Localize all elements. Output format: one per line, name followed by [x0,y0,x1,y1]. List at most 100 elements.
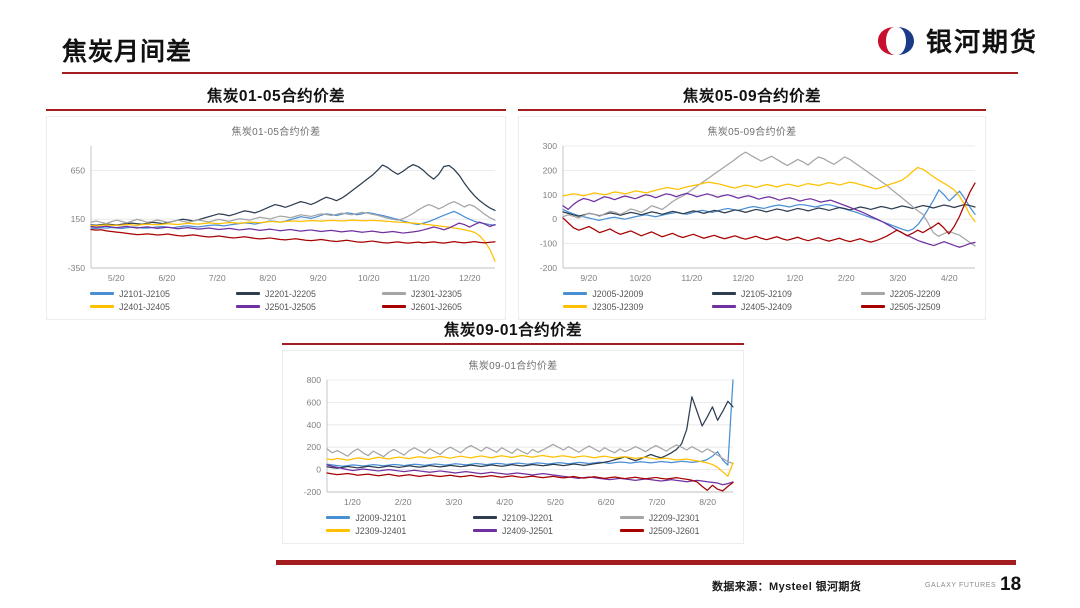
chart-panel: 焦炭09-01合约价差 -200 0 200 400 600 800 1/20 2/20 3/2… [282,349,744,544]
svg-text:9/20: 9/20 [580,273,597,283]
chart-block-coke-01-05: 焦炭01-05合约价差 焦炭01-05合约价差 -350 150 650 5/20 6/… [46,88,506,320]
legend-color-swatch [712,292,737,295]
svg-text:-200: -200 [304,487,321,497]
svg-text:4/20: 4/20 [941,273,958,283]
legend-item[interactable]: J2509-J2601 [586,526,733,536]
chart-legend: J2005-J2009 J2105-J2109 J2205-J2209 J2305-J… [519,288,985,319]
legend-color-swatch [619,529,644,532]
svg-text:150: 150 [71,214,86,224]
svg-text:-200: -200 [540,263,557,273]
svg-text:300: 300 [543,141,558,151]
svg-text:12/20: 12/20 [732,273,754,283]
legend-color-swatch [473,516,498,519]
legend-item[interactable]: J2005-J2009 [529,289,678,299]
legend-item[interactable]: J2305-J2309 [529,302,678,312]
legend-color-swatch [860,305,885,308]
svg-text:-350: -350 [68,263,85,273]
svg-text:200: 200 [543,165,558,175]
legend-item[interactable]: J2205-J2209 [826,289,975,299]
company-logo: 银河期货 [875,22,1038,59]
footer-divider [276,560,1016,565]
legend-item[interactable]: J2409-J2501 [440,526,587,536]
legend-label: J2401-J2405 [119,301,170,312]
line-chart-svg: -350 150 650 5/20 6/20 7/20 8/20 9/20 10/20 11/20… [68,145,496,283]
legend-color-swatch [236,292,261,295]
legend-item[interactable]: J2601-J2605 [349,302,495,312]
legend-label: J2209-J2301 [648,512,700,523]
chart-heading: 焦炭01-05合约价差 [206,88,346,105]
legend-item[interactable]: J2309-J2401 [293,526,440,536]
legend-item[interactable]: J2405-J2409 [678,302,827,312]
line-chart-svg: -200 -100 0 100 200 300 9/20 10/20 11/20 12/20 1/2… [540,141,976,283]
chart-inner-title: 焦炭05-09合约价差 [707,126,797,138]
svg-text:5/20: 5/20 [108,273,125,283]
chart-inner-title: 焦炭09-01合约价差 [468,360,558,372]
svg-text:6/20: 6/20 [158,273,175,283]
legend-label: J2405-J2409 [741,301,792,312]
line-chart-svg: -200 0 200 400 600 800 1/20 2/20 3/20 4/20 5/20 6/2… [304,375,734,507]
legend-label: J2601-J2605 [411,301,462,312]
chart-legend: J2009-J2101 J2109-J2201 J2209-J2301 J2309-J… [283,512,743,543]
legend-item[interactable]: J2109-J2201 [440,513,587,523]
page-number: 18 [1000,574,1022,595]
legend-color-swatch [326,529,351,532]
legend-item[interactable]: J2009-J2101 [293,513,440,523]
legend-label: J2101-J2105 [119,288,170,299]
legend-item[interactable]: J2301-J2305 [349,289,495,299]
legend-color-swatch [563,292,588,295]
legend-label: J2109-J2201 [502,512,553,523]
legend-label: J2505-J2509 [889,301,941,312]
svg-text:6/20: 6/20 [598,497,615,507]
legend-item[interactable]: J2501-J2505 [203,302,349,312]
legend-label: J2509-J2601 [648,525,700,536]
legend-item[interactable]: J2101-J2105 [57,289,203,299]
legend-item[interactable]: J2505-J2509 [826,302,975,312]
legend-color-swatch [90,292,115,295]
legend-label: J2105-J2109 [741,288,792,299]
svg-text:7/20: 7/20 [209,273,226,283]
legend-color-swatch [860,292,885,295]
svg-text:5/20: 5/20 [547,497,564,507]
svg-text:8/20: 8/20 [259,273,276,283]
legend-item[interactable]: J2105-J2109 [678,289,827,299]
legend-label: J2305-J2309 [592,301,644,312]
legend-color-swatch [382,292,407,295]
header-divider [62,72,1018,74]
legend-label: J2309-J2401 [355,525,407,536]
chart-panel: 焦炭01-05合约价差 -350 150 650 5/20 6/20 7/20 8/20 9/… [46,115,506,320]
legend-label: J2205-J2209 [889,288,941,299]
legend-label: J2201-J2205 [265,288,316,299]
svg-text:3/20: 3/20 [889,273,906,283]
svg-text:2/20: 2/20 [838,273,855,283]
legend-item[interactable]: J2201-J2205 [203,289,349,299]
legend-label: J2005-J2009 [592,288,644,299]
chart-panel: 焦炭05-09合约价差 -200 -100 0 100 200 300 9/20 10/20 1… [518,115,986,320]
svg-text:400: 400 [307,419,322,429]
svg-text:800: 800 [307,375,322,385]
legend-color-swatch [563,305,588,308]
chart-heading-divider [518,109,986,111]
chart-block-coke-05-09: 焦炭05-09合约价差 焦炭05-09合约价差 -200 -100 0 100 200 3… [518,88,986,320]
svg-text:1/20: 1/20 [786,273,803,283]
legend-color-swatch [326,516,351,519]
legend-color-swatch [619,516,644,519]
legend-color-swatch [712,305,737,308]
svg-text:200: 200 [307,442,322,452]
chart-heading: 焦炭09-01合约价差 [443,322,583,339]
chart-inner-title: 焦炭01-05合约价差 [231,126,321,138]
svg-text:0: 0 [316,464,321,474]
galaxy-swirl-icon [877,26,914,55]
svg-text:4/20: 4/20 [496,497,513,507]
legend-color-swatch [382,305,407,308]
svg-text:650: 650 [71,165,86,175]
legend-item[interactable]: J2209-J2301 [586,513,733,523]
chart-heading-divider [282,343,744,345]
legend-label: J2409-J2501 [502,525,553,536]
legend-label: J2501-J2505 [265,301,316,312]
page-title: 焦炭月间差 [62,38,193,66]
svg-text:9/20: 9/20 [310,273,327,283]
legend-color-swatch [473,529,498,532]
legend-item[interactable]: J2401-J2405 [57,302,203,312]
legend-color-swatch [90,305,115,308]
svg-text:-100: -100 [540,238,557,248]
